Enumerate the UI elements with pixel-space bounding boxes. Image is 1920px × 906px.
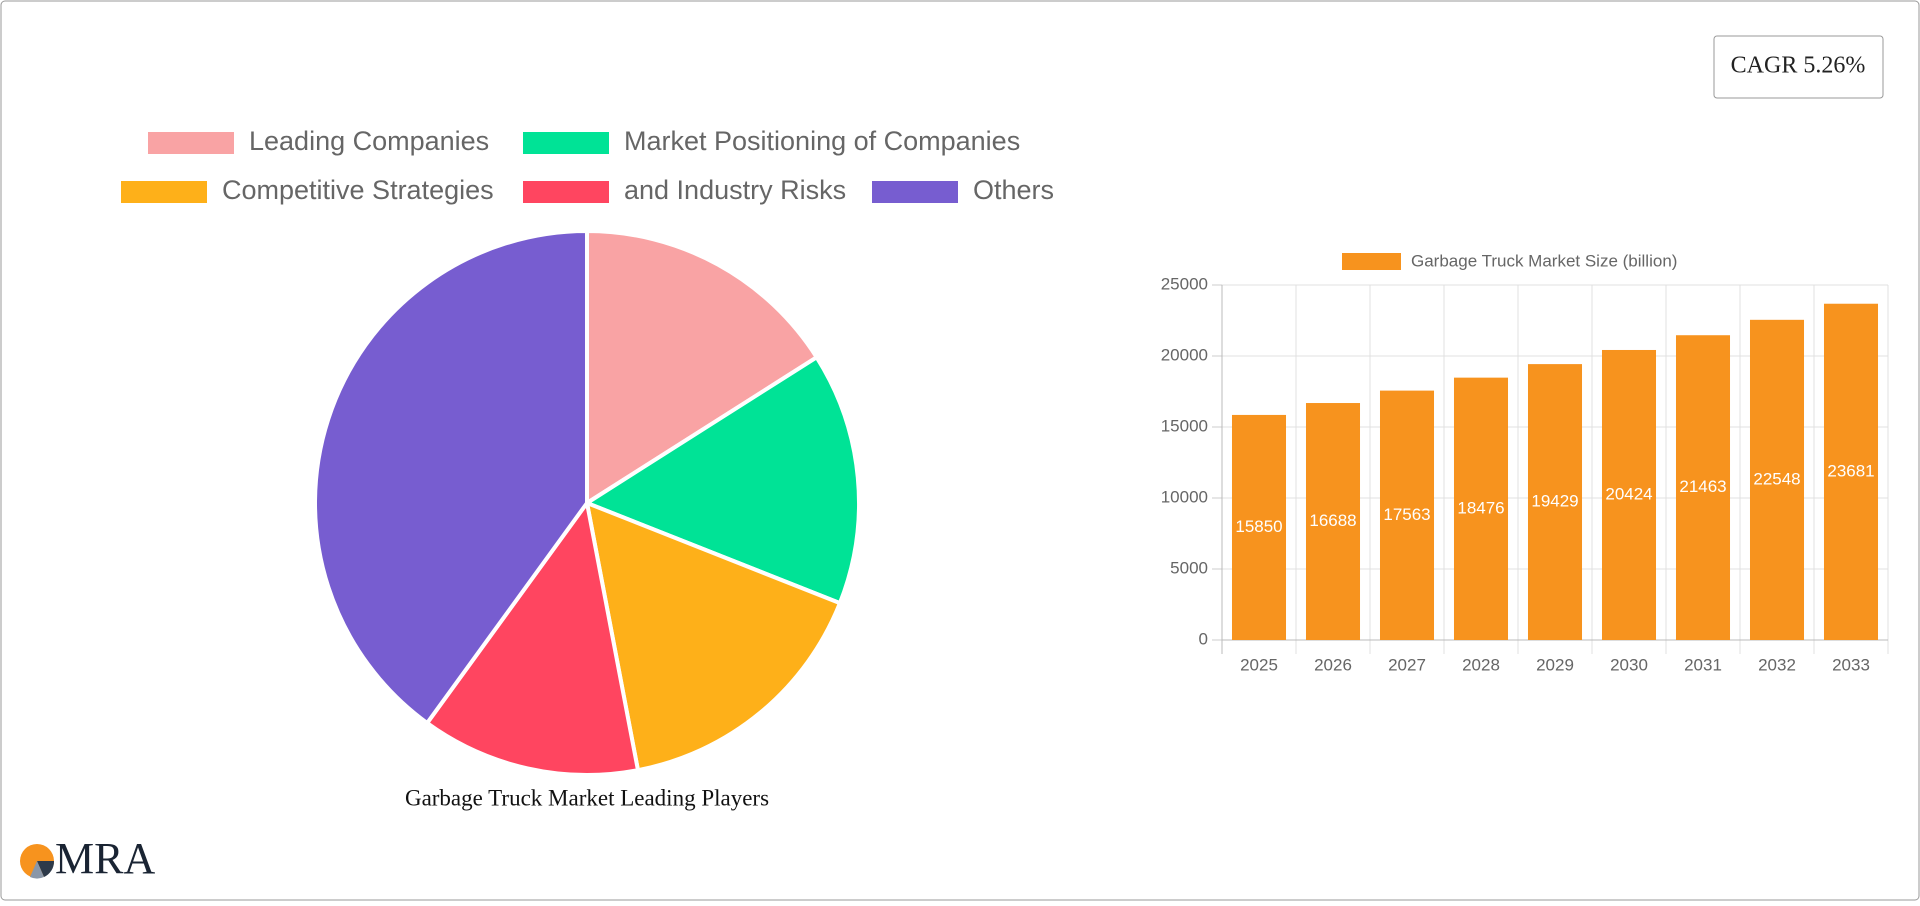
bar [1453,377,1509,640]
pie-title: Garbage Truck Market Leading Players [405,785,769,810]
x-tick-label: 2025 [1240,655,1278,674]
logo-icon [20,844,55,879]
legend-swatch [148,132,234,154]
legend-label: and Industry Risks [624,175,846,205]
bar-value-label: 19429 [1531,492,1578,511]
bar [1601,349,1657,640]
legend-label: Others [973,175,1054,205]
legend-swatch [1342,253,1401,270]
legend-swatch [523,132,609,154]
x-tick-label: 2032 [1758,655,1796,674]
bar-value-label: 15850 [1235,517,1282,536]
bar-value-label: 22548 [1753,469,1800,488]
x-tick-label: 2026 [1314,655,1352,674]
y-tick-label: 5000 [1170,558,1208,577]
x-tick-label: 2033 [1832,655,1870,674]
logo: MRA [55,834,155,883]
cagr-box [1713,35,1884,99]
bar [1527,364,1583,640]
bar [1749,319,1805,640]
legend-swatch [523,181,609,203]
y-tick-label: 15000 [1161,416,1208,435]
x-tick-label: 2031 [1684,655,1722,674]
bar-value-label: 18476 [1457,498,1504,517]
bar [1675,335,1731,640]
x-tick-label: 2028 [1462,655,1500,674]
pie-slice [424,498,641,777]
y-tick-label: 0 [1199,629,1208,648]
x-tick-label: 2029 [1536,655,1574,674]
bar-value-label: 17563 [1383,505,1430,524]
bar [1379,390,1435,640]
x-tick-label: 2027 [1388,655,1426,674]
y-tick-label: 10000 [1161,487,1208,506]
bar-value-label: 20424 [1605,484,1652,503]
bar [1305,403,1361,640]
cagr: CAGR 5.26% [1731,53,1866,79]
legend-swatch [872,181,958,203]
y-tick-label: 25000 [1161,274,1208,293]
y-tick-label: 20000 [1161,345,1208,364]
bar-value-label: 23681 [1827,461,1874,480]
bar [1231,414,1287,640]
bar [1823,303,1879,640]
bar-value-label: 16688 [1309,511,1356,530]
legend-label: Leading Companies [249,126,489,156]
legend-label: Garbage Truck Market Size (billion) [1411,251,1677,270]
x-tick-label: 2030 [1610,655,1648,674]
bar-value-label: 21463 [1679,477,1726,496]
legend-swatch [121,181,207,203]
pie-slice [584,499,843,773]
legend-label: Market Positioning of Companies [624,126,1020,156]
pie-slice [585,228,820,507]
pie-slice [582,354,861,606]
pie-slice [313,228,589,726]
legend-label: Competitive Strategies [222,175,494,205]
